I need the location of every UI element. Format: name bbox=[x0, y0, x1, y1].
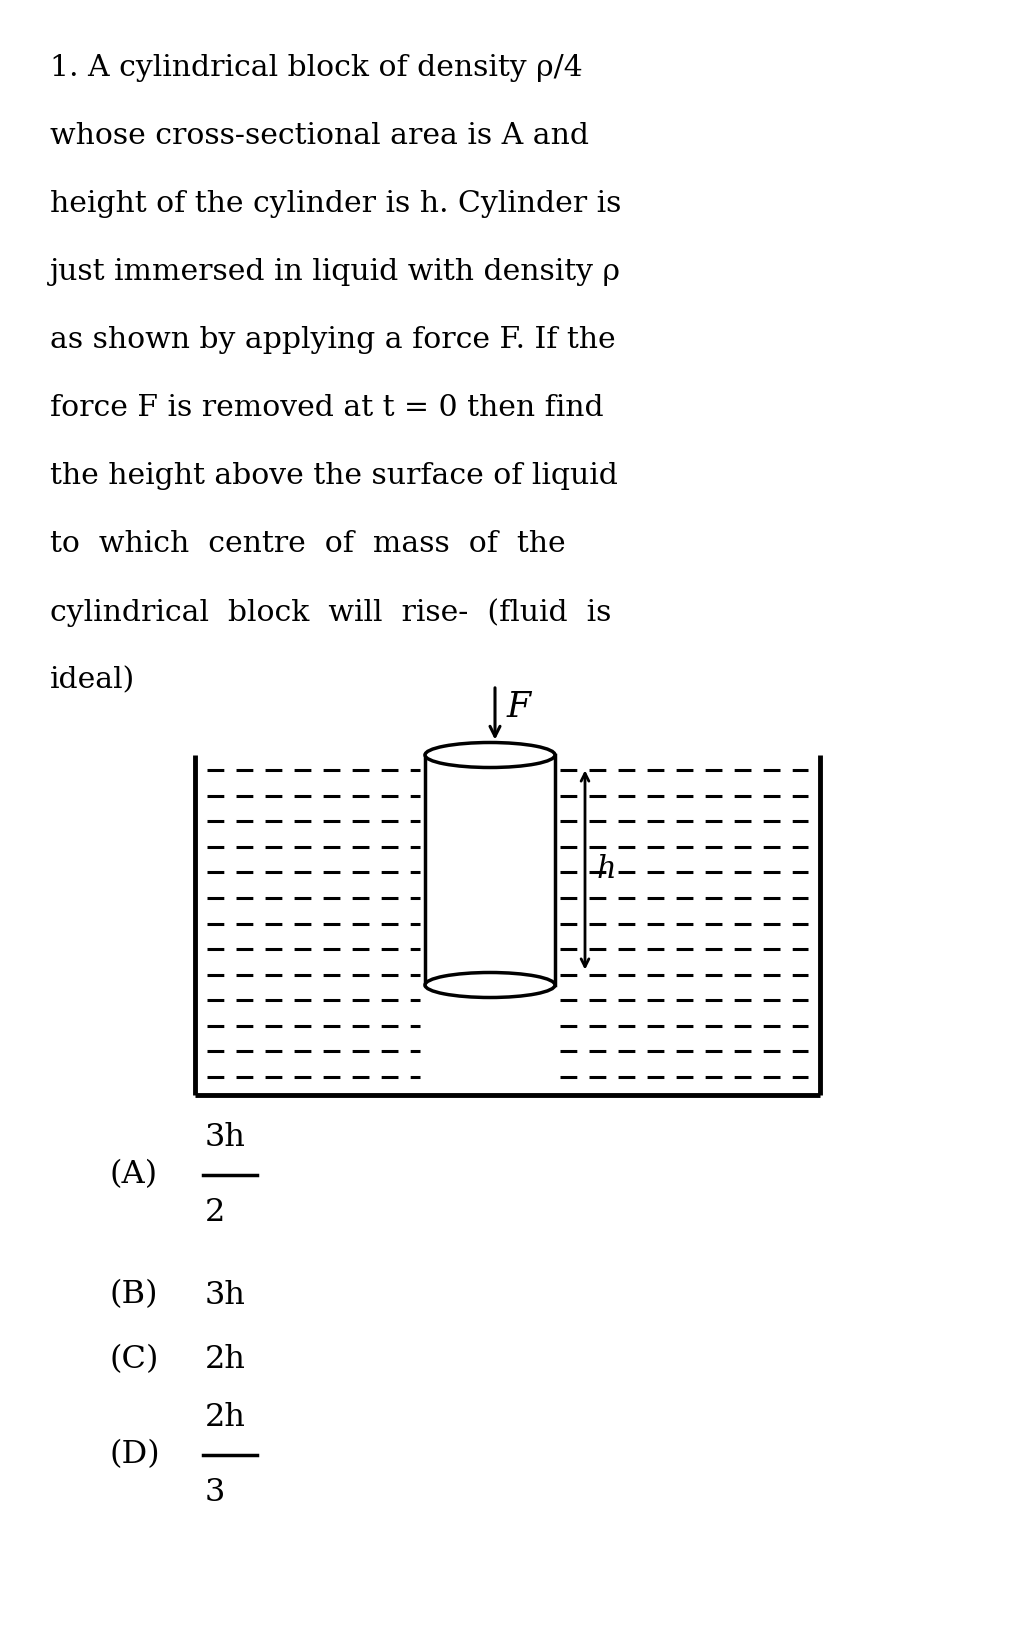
Text: 2h: 2h bbox=[205, 1345, 246, 1376]
Text: F: F bbox=[507, 690, 531, 725]
Bar bbox=[425, 754, 555, 985]
Text: 3: 3 bbox=[205, 1477, 225, 1508]
Text: just immersed in liquid with density ρ: just immersed in liquid with density ρ bbox=[50, 258, 621, 286]
Text: cylindrical  block  will  rise-  (fluid  is: cylindrical block will rise- (fluid is bbox=[50, 599, 611, 627]
Text: as shown by applying a force F. If the: as shown by applying a force F. If the bbox=[50, 326, 615, 353]
Text: ideal): ideal) bbox=[50, 666, 135, 694]
Text: height of the cylinder is h. Cylinder is: height of the cylinder is h. Cylinder is bbox=[50, 190, 622, 218]
Text: force F is removed at t = 0 then find: force F is removed at t = 0 then find bbox=[50, 394, 603, 422]
Text: the height above the surface of liquid: the height above the surface of liquid bbox=[50, 461, 617, 491]
Text: whose cross-sectional area is A and: whose cross-sectional area is A and bbox=[50, 123, 589, 151]
Text: (A): (A) bbox=[110, 1160, 158, 1191]
Text: (D): (D) bbox=[110, 1440, 161, 1471]
Text: to  which  centre  of  mass  of  the: to which centre of mass of the bbox=[50, 530, 565, 558]
Text: 3h: 3h bbox=[205, 1122, 246, 1153]
Text: (C): (C) bbox=[110, 1345, 160, 1376]
Text: 2: 2 bbox=[205, 1198, 225, 1229]
Ellipse shape bbox=[425, 743, 555, 767]
Text: 3h: 3h bbox=[205, 1279, 246, 1310]
Text: (B): (B) bbox=[110, 1279, 159, 1310]
Ellipse shape bbox=[425, 972, 555, 998]
Text: 2h: 2h bbox=[205, 1402, 246, 1433]
Text: 1. A cylindrical block of density ρ/4: 1. A cylindrical block of density ρ/4 bbox=[50, 54, 583, 82]
Text: h: h bbox=[597, 854, 616, 885]
